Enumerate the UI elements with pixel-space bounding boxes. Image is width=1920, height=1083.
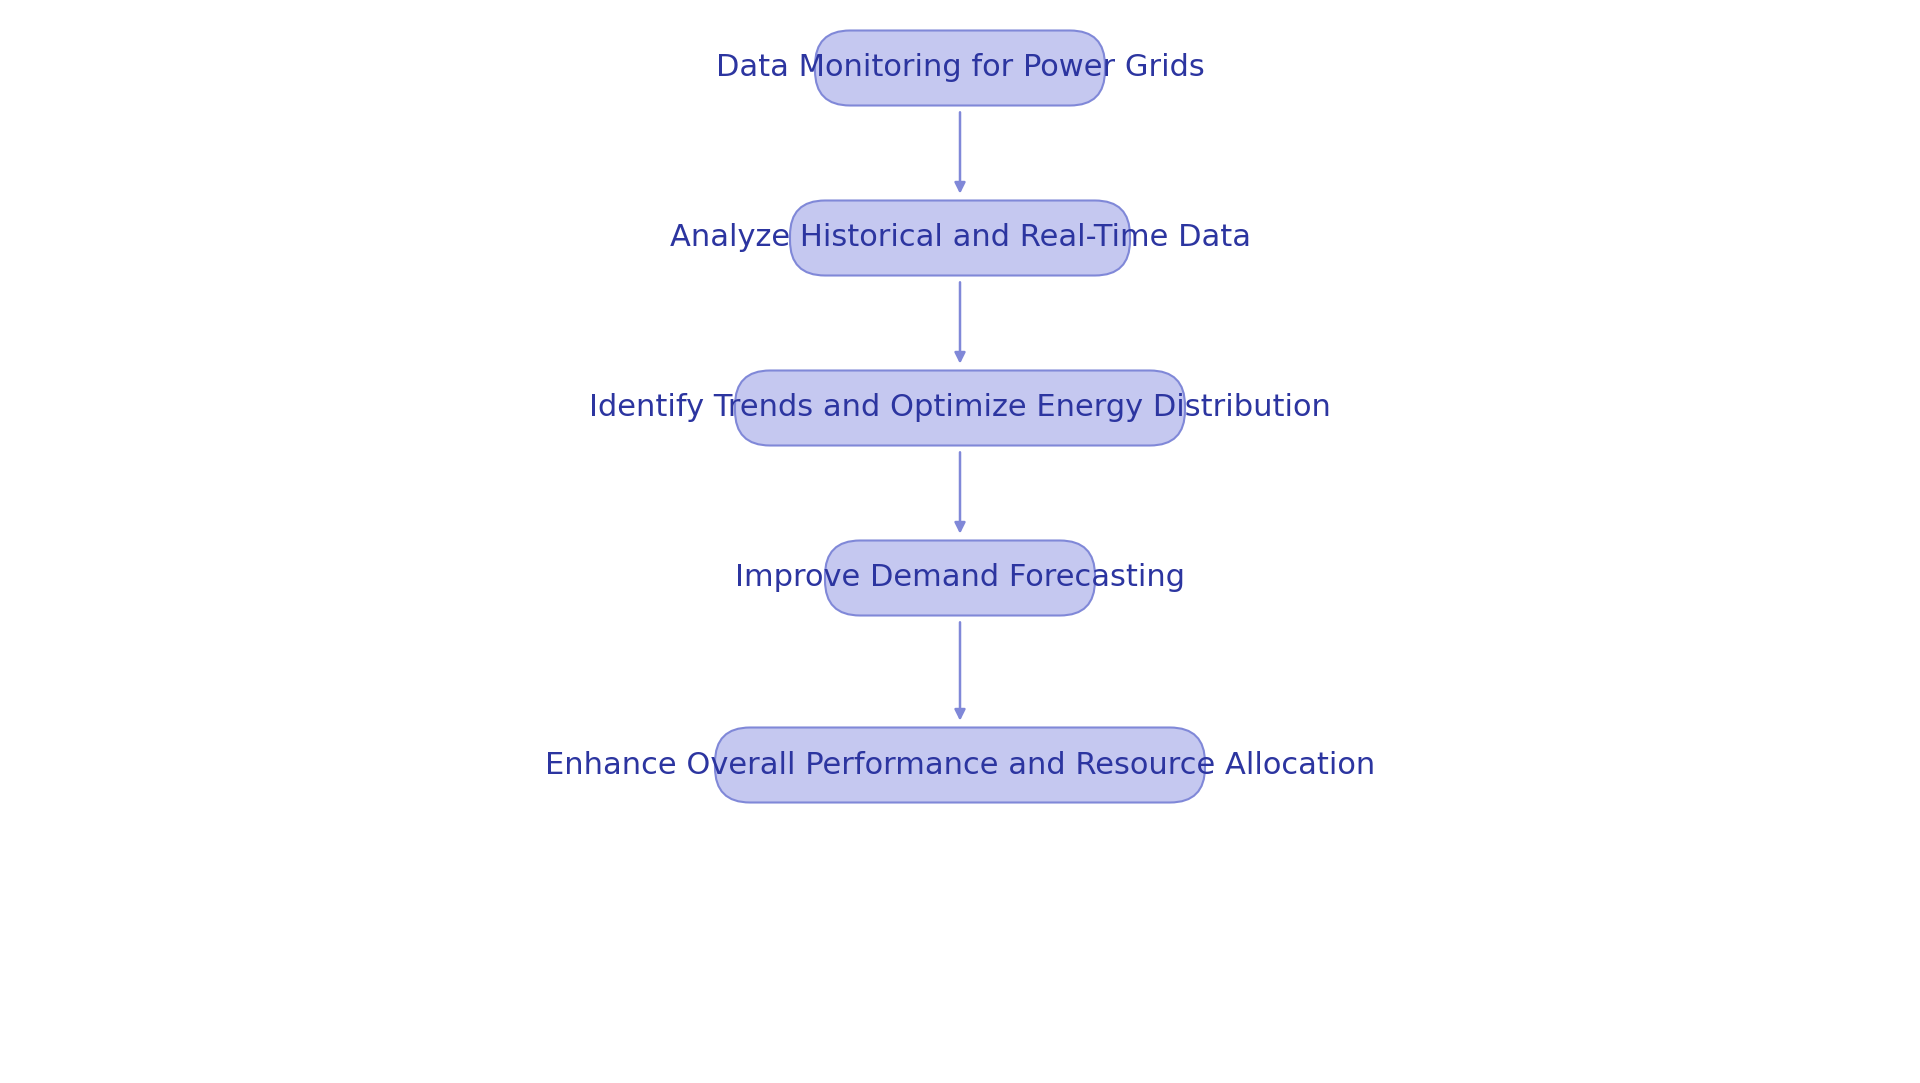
FancyBboxPatch shape xyxy=(735,370,1185,445)
FancyBboxPatch shape xyxy=(814,30,1106,105)
Text: Improve Demand Forecasting: Improve Demand Forecasting xyxy=(735,563,1185,592)
Text: Analyze Historical and Real-Time Data: Analyze Historical and Real-Time Data xyxy=(670,223,1250,252)
Text: Enhance Overall Performance and Resource Allocation: Enhance Overall Performance and Resource… xyxy=(545,751,1375,780)
Text: Data Monitoring for Power Grids: Data Monitoring for Power Grids xyxy=(716,53,1204,82)
Text: Identify Trends and Optimize Energy Distribution: Identify Trends and Optimize Energy Dist… xyxy=(589,393,1331,422)
FancyBboxPatch shape xyxy=(789,200,1131,275)
FancyBboxPatch shape xyxy=(826,540,1094,615)
FancyBboxPatch shape xyxy=(714,728,1206,803)
